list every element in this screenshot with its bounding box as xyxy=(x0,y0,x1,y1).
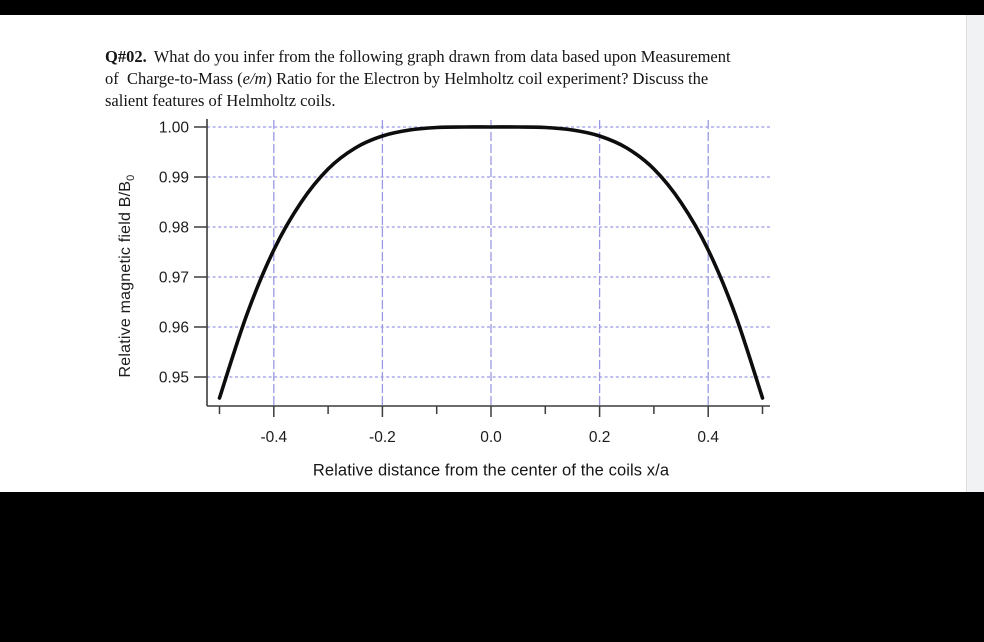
x-axis-title: Relative distance from the center of the… xyxy=(312,461,670,480)
question-line-1: Q#02. What do you infer from the followin… xyxy=(105,46,865,68)
question-number: Q#02. xyxy=(105,47,147,66)
e-over-m-symbol: e/m xyxy=(242,69,267,88)
top-letterbox-bar xyxy=(0,0,984,15)
question-line-2-post: ) Ratio for the Electron by Helmholtz co… xyxy=(266,69,709,88)
bottom-letterbox-bar xyxy=(0,492,984,642)
y-axis-title-subscript: 0 xyxy=(125,174,138,181)
question-line-1-text: What do you infer from the following gra… xyxy=(153,47,731,66)
question-line-3: salient features of Helmholtz coils. xyxy=(105,91,336,110)
document-page: Q#02. What do you infer from the followin… xyxy=(0,15,984,492)
y-axis-title-text: Relative magnetic field B/B xyxy=(116,180,134,378)
y-axis-title: Relative magnetic field B/B0 xyxy=(117,175,137,378)
question-line-2-pre: of Charge-to-Mass ( xyxy=(105,69,243,88)
question-line-2: of Charge-to-Mass (e/m) Ratio for the El… xyxy=(105,68,865,90)
scrollbar-track[interactable] xyxy=(966,15,984,492)
question-text: Q#02. What do you infer from the followin… xyxy=(105,46,865,112)
